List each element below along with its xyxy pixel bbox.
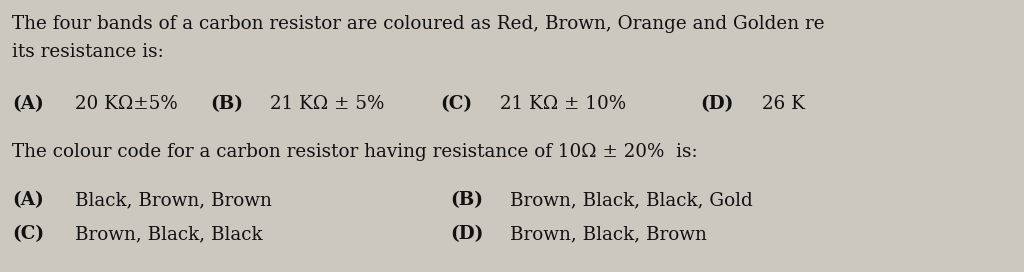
Text: 26 K: 26 K — [762, 95, 805, 113]
Text: (A): (A) — [12, 95, 44, 113]
Text: 21 KΩ ± 5%: 21 KΩ ± 5% — [270, 95, 384, 113]
Text: (B): (B) — [210, 95, 243, 113]
Text: Brown, Black, Black: Brown, Black, Black — [75, 225, 262, 243]
Text: (D): (D) — [700, 95, 733, 113]
Text: (C): (C) — [12, 225, 44, 243]
Text: (C): (C) — [440, 95, 472, 113]
Text: Brown, Black, Black, Gold: Brown, Black, Black, Gold — [510, 191, 753, 209]
Text: The colour code for a carbon resistor having resistance of 10Ω ± 20%  is:: The colour code for a carbon resistor ha… — [12, 143, 697, 161]
Text: (A): (A) — [12, 191, 44, 209]
Text: Black, Brown, Brown: Black, Brown, Brown — [75, 191, 272, 209]
Text: The four bands of a carbon resistor are coloured as Red, Brown, Orange and Golde: The four bands of a carbon resistor are … — [12, 15, 824, 33]
Text: (B): (B) — [450, 191, 483, 209]
Text: 20 KΩ±5%: 20 KΩ±5% — [75, 95, 178, 113]
Text: 21 KΩ ± 10%: 21 KΩ ± 10% — [500, 95, 626, 113]
Text: (D): (D) — [450, 225, 483, 243]
Text: its resistance is:: its resistance is: — [12, 43, 164, 61]
Text: Brown, Black, Brown: Brown, Black, Brown — [510, 225, 707, 243]
